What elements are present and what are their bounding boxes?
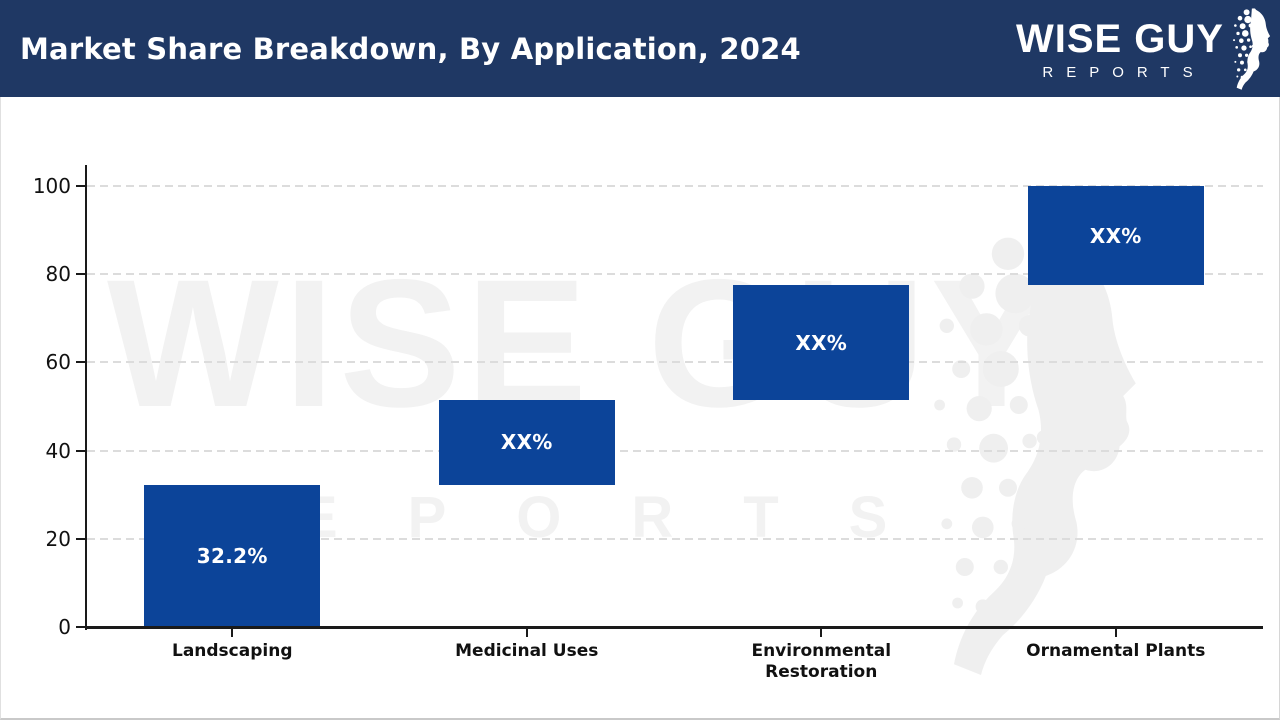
x-category-label: Landscaping <box>171 641 293 661</box>
chart-area: WISE GUY REPORTS 0 20 40 60 80 100 32.2% Landsc… <box>0 97 1280 720</box>
bar-landscaping: 32.2% <box>144 484 321 627</box>
logo-subtext: REPORTS <box>1042 63 1206 81</box>
y-tick-label-60: 60 <box>45 350 71 375</box>
x-tick-2 <box>820 629 823 637</box>
x-category-label: Ornamental Plants <box>1026 641 1206 661</box>
y-tick-label-100: 100 <box>32 174 71 198</box>
y-tick-20 <box>76 537 85 540</box>
bar-value-label: XX% <box>795 330 848 355</box>
bar-value-label: 32.2% <box>196 543 268 568</box>
bar-ornamental-plants: XX% <box>1027 186 1204 286</box>
x-category-label: Medicinal Uses <box>455 641 599 661</box>
y-tick-80 <box>76 273 85 276</box>
y-tick-label-80: 80 <box>45 262 71 287</box>
gridline-100 <box>87 185 1263 187</box>
gridline-60 <box>87 361 1263 364</box>
x-tick-1 <box>525 629 528 637</box>
header-band: Market Share Breakdown, By Application, … <box>0 0 1280 97</box>
logo-text: WISE GUY REPORTS <box>1016 19 1224 81</box>
gridline-20 <box>87 537 1263 540</box>
x-tick-0 <box>231 629 234 637</box>
bar-value-label: XX% <box>1089 223 1142 248</box>
y-tick-0 <box>76 626 85 628</box>
x-tick-3 <box>1114 629 1117 637</box>
logo-wordmark: WISE GUY <box>1015 16 1224 61</box>
y-axis-line <box>85 165 87 630</box>
chart-title: Market Share Breakdown, By Application, … <box>20 31 801 66</box>
gridline-40 <box>87 449 1263 452</box>
y-tick-label-20: 20 <box>45 526 71 551</box>
bar-medicinal-uses: XX% <box>438 399 615 485</box>
y-tick-40 <box>76 449 85 452</box>
y-tick-60 <box>76 361 85 364</box>
x-axis-line <box>85 626 1263 629</box>
bar-environmental-restoration: XX% <box>733 285 910 400</box>
gridline-80 <box>87 273 1263 276</box>
x-category-label: Environmental Restoration <box>751 641 892 683</box>
y-tick-label-40: 40 <box>45 438 71 463</box>
y-tick-100 <box>76 185 85 187</box>
bar-value-label: XX% <box>500 430 553 455</box>
y-tick-label-0: 0 <box>58 615 71 639</box>
wise-guy-reports-logo: WISE GUY REPORTS <box>1016 7 1274 93</box>
